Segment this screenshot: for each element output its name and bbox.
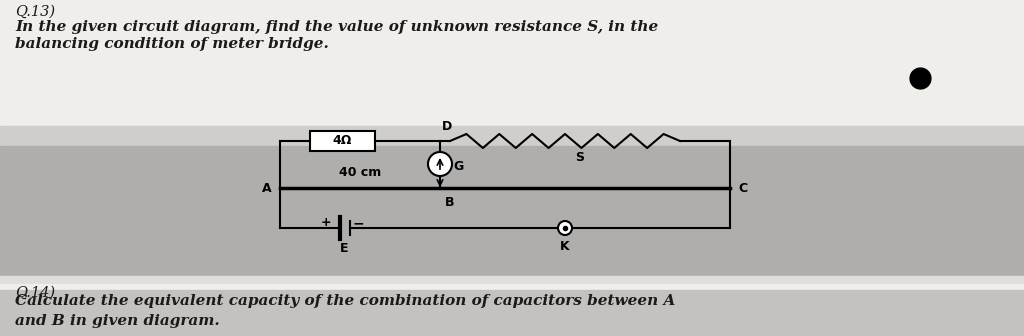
Text: S: S (575, 151, 585, 164)
Text: Q.14): Q.14) (15, 286, 55, 300)
Text: 40 cm: 40 cm (339, 166, 381, 179)
Text: E: E (340, 242, 348, 255)
Circle shape (558, 221, 572, 235)
Circle shape (428, 152, 452, 176)
Text: Q.13): Q.13) (15, 5, 55, 19)
Text: K: K (560, 240, 569, 253)
Bar (0, 146, 1024, 276)
Text: In the given circuit diagram, find the value of unknown resistance S, in the: In the given circuit diagram, find the v… (15, 20, 658, 34)
Bar (0, 284, 1024, 336)
Text: 4Ω: 4Ω (333, 134, 352, 148)
Text: balancing condition of meter bridge.: balancing condition of meter bridge. (15, 37, 329, 51)
Bar (0, 126, 1024, 146)
Text: D: D (442, 120, 453, 133)
Text: A: A (262, 181, 272, 195)
Bar (0, 290, 1024, 336)
Bar (0, 276, 1024, 284)
Text: −: − (352, 216, 364, 230)
Bar (0, 0, 1024, 126)
Text: +: + (321, 216, 332, 229)
Bar (310, 131, 375, 151)
Text: C: C (738, 181, 748, 195)
Text: G: G (453, 160, 463, 172)
Text: and B in given diagram.: and B in given diagram. (15, 314, 219, 328)
Text: B: B (445, 196, 455, 209)
Text: Calculate the equivalent capacity of the combination of capacitors between A: Calculate the equivalent capacity of the… (15, 294, 676, 308)
